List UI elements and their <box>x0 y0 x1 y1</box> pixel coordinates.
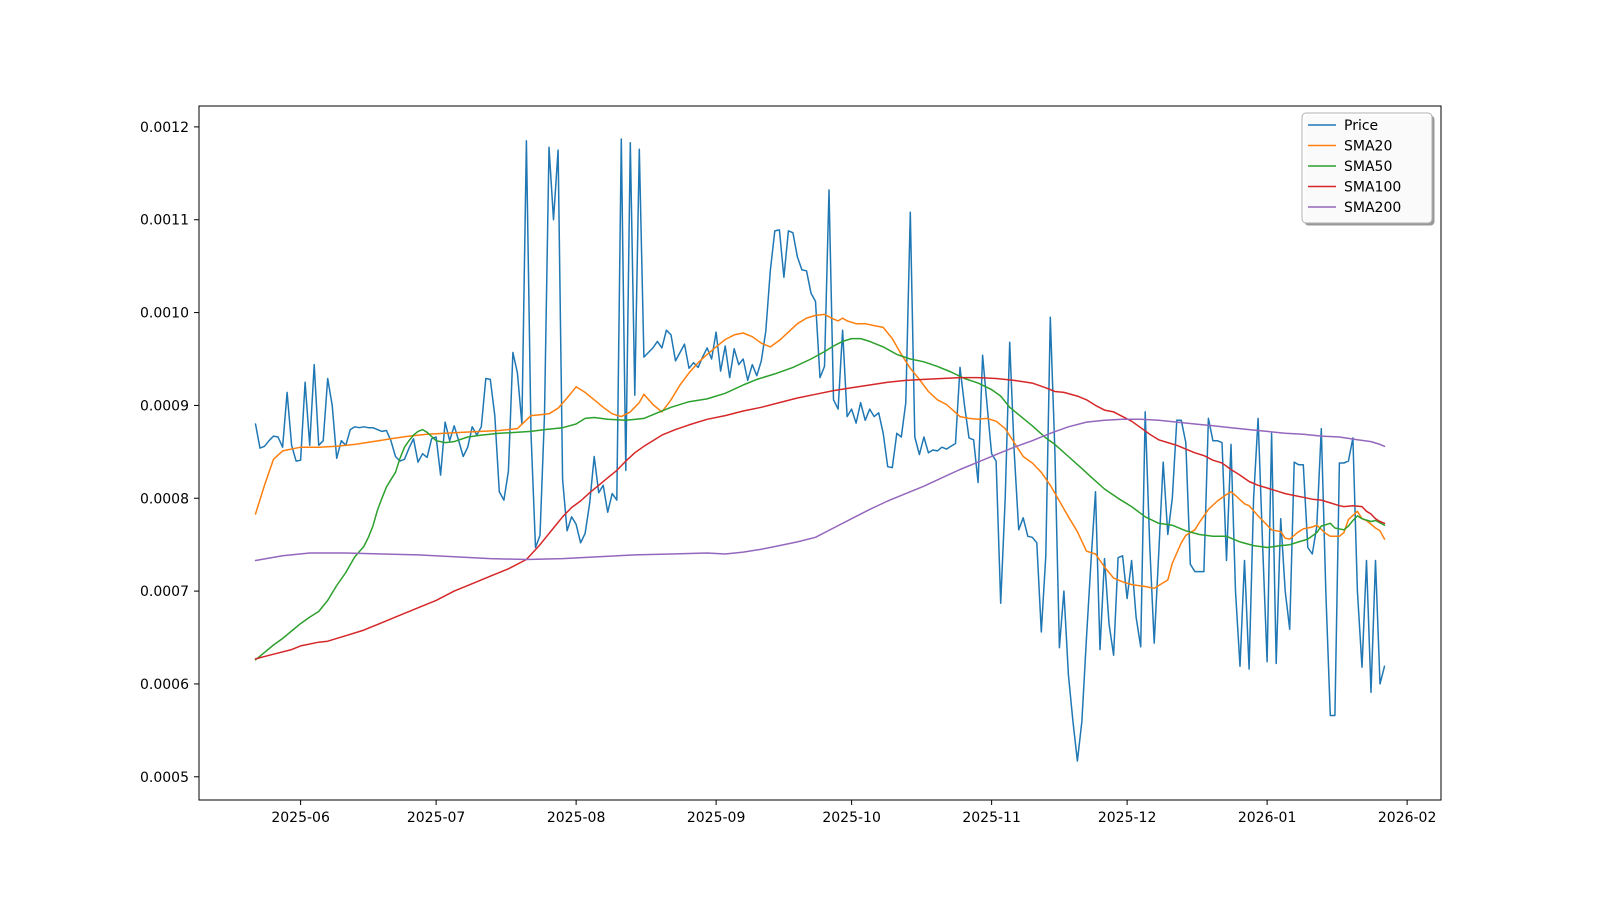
series-line-sma50 <box>254 337 1386 661</box>
x-tick-label: 2025-08 <box>547 810 606 826</box>
legend-box <box>1301 112 1433 224</box>
x-tick-label: 2025-12 <box>1098 810 1157 826</box>
series-line-price <box>254 138 1386 762</box>
y-tick-label: 0.0012 <box>140 120 189 136</box>
plot-border <box>198 105 1442 801</box>
x-tick-label: 2026-02 <box>1378 810 1437 826</box>
x-tick-label: 2025-10 <box>822 810 881 826</box>
y-tick-label: 0.0005 <box>140 770 189 786</box>
legend: Price SMA20 SMA50 SMA100 SMA200 <box>1301 112 1435 226</box>
y-tick-label: 0.0007 <box>140 584 189 600</box>
y-tick-label: 0.0009 <box>140 398 189 414</box>
legend-label-sma20: SMA20 <box>1344 139 1392 155</box>
y-tick-label: 0.0008 <box>140 491 189 507</box>
series-line-sma20 <box>254 313 1386 590</box>
y-tick-label: 0.0011 <box>140 213 189 229</box>
legend-label-sma200: SMA200 <box>1344 200 1401 216</box>
x-tick-label: 2025-09 <box>687 810 746 826</box>
x-tick-label: 2025-11 <box>962 810 1021 826</box>
x-tick-label: 2025-06 <box>271 810 330 826</box>
series-line-sma100 <box>254 376 1386 660</box>
y-tick-label: 0.0006 <box>140 677 189 693</box>
series-line-sma200 <box>254 418 1386 562</box>
x-tick-label: 2026-01 <box>1238 810 1297 826</box>
legend-label-sma100: SMA100 <box>1344 180 1401 196</box>
x-tick-label: 2025-07 <box>407 810 466 826</box>
legend-label-sma50: SMA50 <box>1344 159 1392 175</box>
y-tick-label: 0.0010 <box>140 306 189 322</box>
legend-label-price: Price <box>1344 118 1378 134</box>
